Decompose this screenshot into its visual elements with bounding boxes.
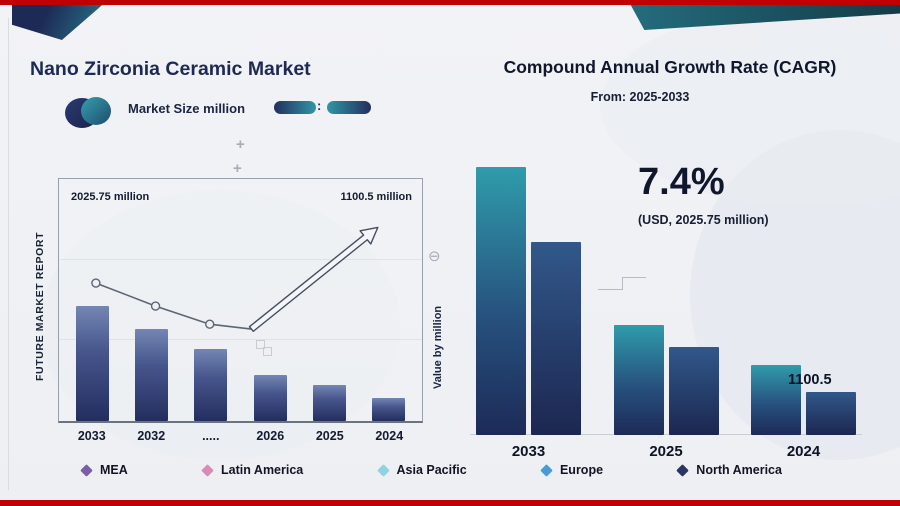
legend-diamond-icon bbox=[540, 463, 553, 477]
market-size-legend-label: Market Size million bbox=[128, 101, 246, 116]
left-bars-container bbox=[59, 179, 422, 421]
right-bar-2024-1 bbox=[751, 365, 801, 435]
right-x-label: 2033 bbox=[511, 443, 546, 460]
capsule-separator: : bbox=[317, 98, 322, 113]
right-x-label: 2024 bbox=[786, 443, 821, 460]
left-x-label: 2032 bbox=[137, 429, 166, 443]
left-bar-slot bbox=[359, 179, 418, 421]
right-bars bbox=[476, 167, 581, 435]
legend-item-north-america: North America bbox=[676, 463, 782, 477]
right-bars bbox=[751, 365, 856, 435]
right-bar-group-2025: 2025 bbox=[613, 325, 719, 460]
gridline bbox=[59, 338, 422, 340]
legend-item-asia-pacific: Asia Pacific bbox=[376, 463, 467, 477]
top-accent-bar bbox=[0, 0, 900, 5]
left-bar-..... bbox=[194, 349, 228, 421]
left-bar-slot bbox=[122, 179, 181, 421]
left-bar-2032 bbox=[135, 329, 169, 421]
capsule-icon bbox=[274, 101, 316, 114]
circle-minus-icon: ⊖ bbox=[428, 248, 441, 265]
legend-diamond-icon bbox=[201, 463, 214, 477]
region-legend: MEA Latin America Asia Pacific Europe North … bbox=[80, 463, 782, 477]
left-plot-area: 2025.75 million 1100.5 million bbox=[58, 178, 423, 423]
corner-ribbon-icon bbox=[12, 0, 108, 40]
annotation-right: 1100.5 million bbox=[340, 191, 412, 203]
left-bar-slot bbox=[300, 179, 359, 421]
bottom-accent-bar bbox=[0, 500, 900, 506]
gridline bbox=[59, 258, 422, 260]
legend-label: MEA bbox=[100, 463, 128, 477]
left-bar-2026 bbox=[253, 375, 287, 421]
right-axis-baseline bbox=[470, 434, 862, 435]
legend-diamond-icon bbox=[80, 463, 93, 477]
left-bar-slot bbox=[241, 179, 300, 421]
right-bar-group-2024: 2024 bbox=[751, 365, 856, 460]
left-bar-2025 bbox=[312, 385, 346, 421]
left-x-label: 2026 bbox=[256, 429, 285, 443]
legend-label: Latin America bbox=[221, 463, 304, 477]
cagr-block: 7.4% (USD, 2025.75 million) bbox=[638, 163, 769, 227]
right-bar-2025-2 bbox=[668, 347, 719, 435]
legend-label: Europe bbox=[559, 463, 604, 477]
square-outline-icon bbox=[263, 347, 272, 356]
capsule-icon bbox=[327, 101, 371, 114]
annotation-left: 2025.75 million bbox=[71, 191, 150, 203]
right-bar-2025-1 bbox=[613, 325, 664, 435]
right-y-axis-label: Value by million bbox=[432, 305, 444, 389]
legend-diamond-icon bbox=[376, 463, 390, 477]
square-outline-icon bbox=[256, 340, 265, 349]
left-edge-line bbox=[8, 18, 9, 490]
right-bar-2033-1 bbox=[476, 167, 526, 435]
right-chart-title: Compound Annual Growth Rate (CAGR) bbox=[503, 57, 837, 77]
legend-item-europe: Europe bbox=[540, 463, 604, 477]
trend-line-arrow-overlay bbox=[91, 226, 379, 333]
left-chart-title: Nano Zirconia Ceramic Market bbox=[30, 58, 311, 80]
cylinder-icon bbox=[65, 97, 111, 128]
plus-icon: + bbox=[233, 160, 242, 177]
left-x-label: 2024 bbox=[375, 429, 404, 443]
left-x-label: ..... bbox=[202, 429, 220, 443]
left-x-axis-labels: 2033 2032..... 2026 2025 2024 bbox=[58, 429, 423, 443]
right-x-label: 2025 bbox=[649, 443, 683, 460]
left-x-label: 2033 bbox=[77, 429, 106, 443]
left-x-label: 2025 bbox=[315, 429, 344, 443]
right-chart-subtitle: From: 2025-2033 bbox=[590, 90, 690, 104]
cagr-value: 7.4% bbox=[638, 161, 725, 203]
left-bar-2033 bbox=[76, 306, 110, 421]
left-bar-2024 bbox=[371, 398, 405, 421]
right-bar-group-2033: 2033 bbox=[476, 167, 581, 460]
step-line-decoration bbox=[598, 277, 646, 290]
right-plot-area: 2033 2025 2024 bbox=[470, 156, 862, 460]
right-bars bbox=[613, 325, 719, 435]
left-bar-slot bbox=[181, 179, 240, 421]
legend-diamond-icon bbox=[676, 463, 690, 477]
legend-item-mea: MEA bbox=[80, 463, 128, 477]
right-bar-2024-2 bbox=[806, 392, 856, 435]
left-y-axis-label: FUTURE MARKET REPORT bbox=[34, 231, 46, 381]
legend-label: Asia Pacific bbox=[396, 463, 467, 477]
left-bar-slot bbox=[63, 179, 122, 421]
legend-label: North America bbox=[696, 463, 782, 477]
right-bar-2033-2 bbox=[531, 242, 581, 435]
cagr-note: (USD, 2025.75 million) bbox=[638, 213, 769, 227]
plus-icon: + bbox=[236, 136, 245, 153]
data-label-2024: 1100.5 bbox=[788, 372, 832, 388]
legend-item-latin-america: Latin America bbox=[201, 463, 304, 477]
